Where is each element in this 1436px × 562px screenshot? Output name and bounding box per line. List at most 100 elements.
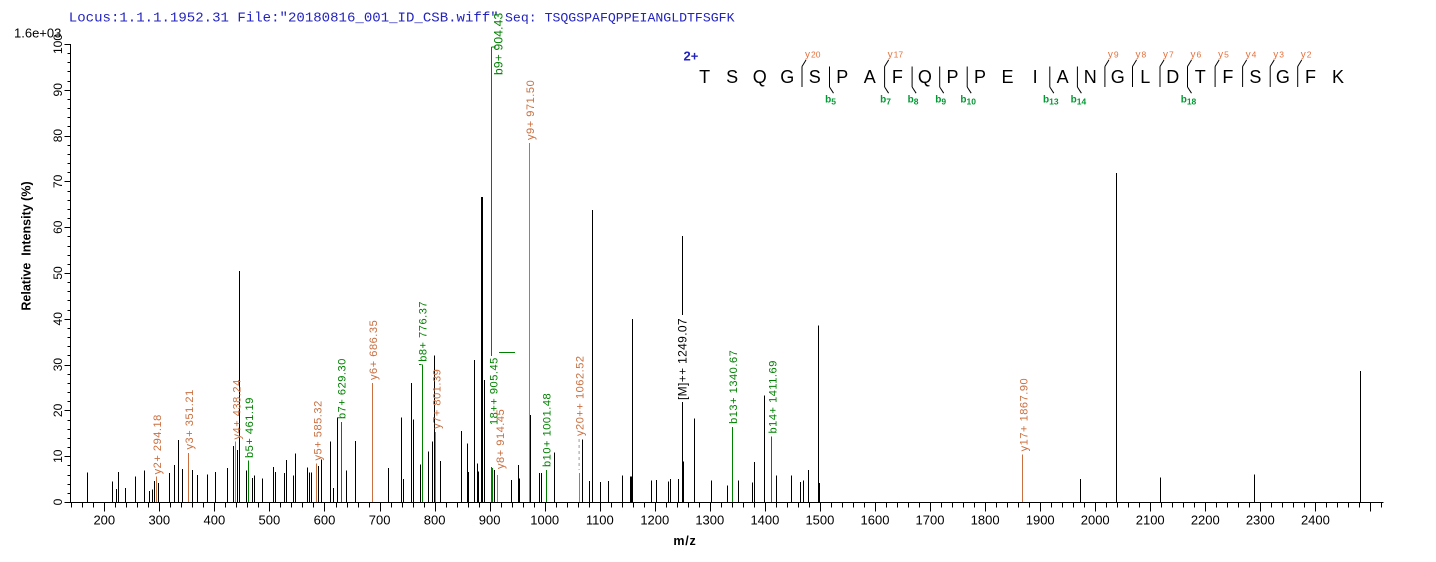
svg-text:Locus:1.1.1.1952.31 File:"2018: Locus:1.1.1.1952.31 File:"20180816_001_I…	[69, 11, 499, 27]
svg-text:A: A	[864, 67, 876, 87]
svg-text:600: 600	[314, 513, 336, 528]
svg-text:y9+ 971.50: y9+ 971.50	[525, 80, 537, 140]
svg-text:b7+ 629.30: b7+ 629.30	[337, 358, 349, 419]
svg-text:y9: y9	[1108, 50, 1119, 61]
svg-text:P: P	[946, 67, 958, 87]
svg-text:500: 500	[259, 513, 281, 528]
svg-text:b18: b18	[1181, 95, 1197, 107]
svg-text:S: S	[726, 67, 738, 87]
svg-text:2100: 2100	[1136, 513, 1165, 528]
svg-text:y2+ 294.18: y2+ 294.18	[152, 414, 164, 474]
svg-text:b13: b13	[1043, 95, 1059, 107]
svg-text:1300: 1300	[695, 513, 724, 528]
svg-text:50: 50	[51, 266, 65, 280]
svg-text:1900: 1900	[1026, 513, 1055, 528]
svg-text:y4: y4	[1246, 50, 1257, 61]
svg-text:Relative Intensity (%): Relative Intensity (%)	[20, 181, 34, 310]
svg-text:b13+ 1340.67: b13+ 1340.67	[728, 350, 740, 424]
svg-text:G: G	[1111, 67, 1125, 87]
svg-text:1700: 1700	[916, 513, 945, 528]
svg-text:y3: y3	[1273, 50, 1284, 61]
svg-text:2000: 2000	[1081, 513, 1110, 528]
svg-text:A: A	[1057, 67, 1069, 87]
svg-text:90: 90	[51, 83, 65, 97]
svg-text:y20: y20	[805, 50, 821, 61]
svg-text:y17+ 1867.90: y17+ 1867.90	[1019, 378, 1031, 452]
svg-text:y17: y17	[888, 50, 904, 61]
svg-text:y5: y5	[1218, 50, 1229, 61]
svg-text:b9: b9	[935, 95, 946, 107]
svg-text:F: F	[892, 67, 903, 87]
svg-text:200: 200	[93, 513, 115, 528]
svg-text:F: F	[1222, 67, 1233, 87]
svg-text:y6+ 686.35: y6+ 686.35	[368, 320, 380, 380]
svg-text:E: E	[1001, 67, 1013, 87]
svg-text:2400: 2400	[1301, 513, 1330, 528]
svg-text:1100: 1100	[586, 513, 614, 528]
svg-text:40: 40	[51, 312, 65, 326]
svg-text:b10: b10	[960, 95, 976, 107]
svg-text:P: P	[836, 67, 848, 87]
svg-text:G: G	[1276, 67, 1290, 87]
svg-text:20: 20	[51, 403, 65, 417]
svg-text:y2: y2	[1301, 50, 1312, 61]
svg-text:800: 800	[424, 513, 446, 528]
svg-text:y7+ 801.39: y7+ 801.39	[431, 369, 443, 429]
svg-text:1200: 1200	[640, 513, 669, 528]
svg-text:b7: b7	[880, 95, 891, 107]
svg-text:b14+ 1411.69: b14+ 1411.69	[767, 360, 779, 433]
svg-text:700: 700	[369, 513, 391, 528]
svg-text:2+: 2+	[684, 49, 699, 64]
svg-text:1500: 1500	[805, 513, 834, 528]
svg-text:30: 30	[51, 358, 65, 372]
svg-text:m/z: m/z	[673, 534, 696, 548]
svg-text:1000: 1000	[530, 513, 559, 528]
svg-text:1.6e+03: 1.6e+03	[14, 26, 61, 41]
svg-text:b10+ 1001.48: b10+ 1001.48	[542, 393, 554, 467]
svg-text:P: P	[974, 67, 986, 87]
svg-text:y7: y7	[1163, 50, 1174, 61]
svg-text:2200: 2200	[1191, 513, 1220, 528]
svg-text:L: L	[1140, 67, 1150, 87]
svg-text:70: 70	[51, 174, 65, 188]
svg-text:y5+ 585.32: y5+ 585.32	[312, 400, 324, 460]
svg-text:y4+ 438.24: y4+ 438.24	[231, 379, 243, 439]
svg-text:b5+ 461.19: b5+ 461.19	[244, 397, 256, 458]
svg-text:S: S	[809, 67, 821, 87]
svg-text:b9+ 904.43: b9+ 904.43	[492, 12, 506, 75]
svg-text:b8+ 776.37: b8+ 776.37	[418, 301, 430, 362]
svg-text:1600: 1600	[861, 513, 890, 528]
svg-text:K: K	[1332, 67, 1344, 87]
svg-text:Q: Q	[918, 67, 932, 87]
svg-text:b8: b8	[908, 95, 919, 107]
svg-text:Seq: TSQGSPAFQPPEIANGLDTFSGFK: Seq: TSQGSPAFQPPEIANGLDTFSGFK	[505, 11, 735, 26]
svg-text:N: N	[1084, 67, 1097, 87]
svg-text:I: I	[1033, 67, 1038, 87]
svg-text:y8: y8	[1136, 50, 1147, 61]
svg-text:2300: 2300	[1246, 513, 1275, 528]
svg-text:1800: 1800	[971, 513, 1000, 528]
svg-text:G: G	[780, 67, 794, 87]
svg-text:0: 0	[51, 498, 65, 505]
svg-text:T: T	[699, 67, 710, 87]
svg-text:1400: 1400	[750, 513, 779, 528]
svg-text:S: S	[1249, 67, 1261, 87]
svg-text:F: F	[1305, 67, 1316, 87]
svg-text:10: 10	[51, 449, 65, 463]
svg-text:60: 60	[51, 220, 65, 234]
svg-text:100: 100	[51, 34, 65, 54]
svg-text:T: T	[1195, 67, 1206, 87]
svg-text:18++ 905.45: 18++ 905.45	[489, 357, 501, 425]
svg-text:400: 400	[204, 513, 226, 528]
svg-text:b14: b14	[1071, 95, 1087, 107]
svg-text:b5: b5	[825, 95, 836, 107]
svg-text:D: D	[1166, 67, 1179, 87]
svg-text:y6: y6	[1191, 50, 1202, 61]
svg-text:Q: Q	[753, 67, 767, 87]
svg-text:900: 900	[479, 513, 501, 528]
svg-text:y3+ 351.21: y3+ 351.21	[184, 389, 196, 449]
svg-text:300: 300	[148, 513, 170, 528]
svg-text:y20++ 1062.52: y20++ 1062.52	[574, 355, 586, 436]
svg-text:y8+ 914.45: y8+ 914.45	[495, 409, 507, 469]
svg-text:80: 80	[51, 129, 65, 143]
